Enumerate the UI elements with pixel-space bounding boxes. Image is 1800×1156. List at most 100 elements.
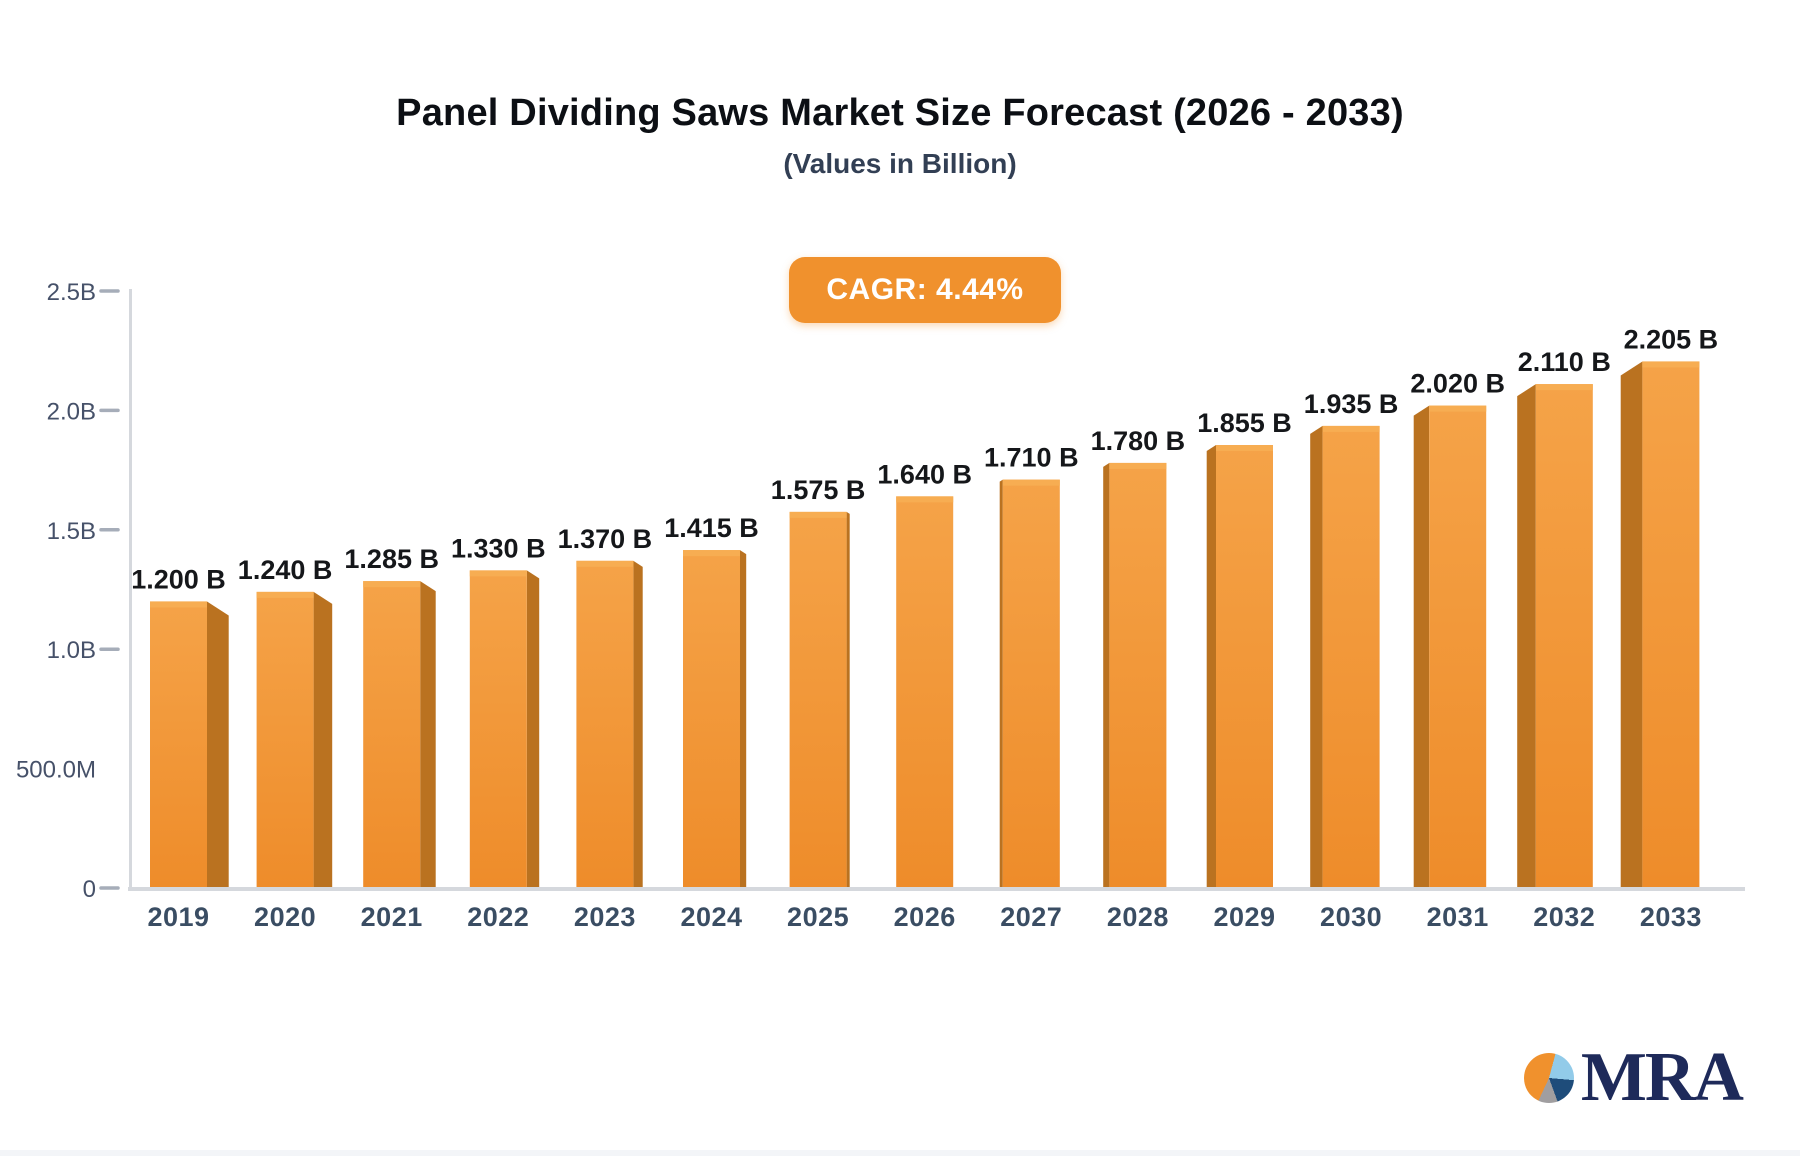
- bar-front-face: [1216, 445, 1273, 888]
- bar-value-label: 1.780 B: [1091, 426, 1186, 456]
- x-tick-label: 2032: [1533, 902, 1595, 932]
- bottom-border: [0, 1150, 1800, 1156]
- x-tick-label: 2028: [1107, 902, 1169, 932]
- bar-side-face: [1517, 384, 1536, 888]
- x-tick-label: 2021: [361, 902, 423, 932]
- bar-side-face: [1413, 405, 1430, 888]
- bar-top-face: [683, 550, 740, 557]
- bar-2025: 1.575 B 2025: [771, 475, 866, 932]
- bar-front-face: [1535, 384, 1593, 888]
- x-tick-label: 2023: [574, 902, 636, 932]
- bar-side-face: [207, 601, 229, 888]
- bar-front-face: [683, 550, 740, 888]
- bar-front-face: [1322, 425, 1380, 888]
- bar-value-label: 1.240 B: [238, 555, 333, 585]
- bar-2020: 1.240 B 2020: [238, 555, 333, 932]
- bar-2030: 1.935 B 2030: [1304, 389, 1399, 932]
- x-tick-label: 2029: [1213, 902, 1275, 932]
- bar-2019: 1.200 B 2019: [131, 564, 229, 932]
- bar-top-face: [469, 570, 527, 577]
- bar-side-face: [313, 591, 333, 888]
- bar-value-label: 2.205 B: [1624, 324, 1719, 354]
- bar-value-label: 1.415 B: [664, 513, 759, 543]
- page-subtitle: (Values in Billion): [783, 148, 1017, 179]
- bar-side-face: [1103, 462, 1110, 888]
- mra-logo-text: MRA: [1580, 1039, 1744, 1116]
- bar-top-face: [896, 496, 954, 503]
- bar-top-face: [1109, 462, 1167, 469]
- bar-side-face: [420, 581, 436, 888]
- y-tick-label: 1.0B: [47, 637, 96, 664]
- bar-side-face: [633, 560, 643, 888]
- bar-front-face: [896, 496, 954, 888]
- y-tick-label: 0: [83, 876, 96, 903]
- cagr-badge-label: CAGR: 4.44%: [826, 273, 1024, 306]
- bar-value-label: 1.935 B: [1304, 389, 1399, 419]
- page-title: Panel Dividing Saws Market Size Forecast…: [396, 92, 1404, 134]
- cagr-badge: CAGR: 4.44%: [789, 257, 1061, 323]
- bar-2029: 1.855 B 2029: [1197, 408, 1292, 932]
- bar-value-label: 1.855 B: [1197, 408, 1292, 438]
- bar-side-face: [999, 479, 1003, 888]
- bar-value-label: 1.285 B: [344, 544, 439, 574]
- bar-2023: 1.370 B 2023: [558, 524, 653, 932]
- bar-top-face: [150, 601, 207, 608]
- y-tick-label: 2.0B: [47, 398, 96, 425]
- bar-top-face: [1216, 445, 1273, 452]
- y-tick-label: 1.5B: [47, 518, 96, 545]
- x-tick-label: 2031: [1427, 902, 1489, 932]
- bar-top-face: [1002, 479, 1060, 486]
- bar-front-face: [1429, 405, 1487, 888]
- bar-value-label: 2.110 B: [1518, 347, 1611, 377]
- bar-front-face: [1109, 462, 1167, 888]
- bar-top-face: [1322, 425, 1380, 432]
- bar-value-label: 1.200 B: [131, 564, 226, 594]
- x-tick-label: 2030: [1320, 902, 1382, 932]
- bar-front-face: [363, 581, 421, 888]
- bar-top-face: [576, 560, 634, 567]
- bar-2022: 1.330 B 2022: [451, 533, 546, 932]
- x-tick-label: 2019: [147, 902, 209, 932]
- bar-2026: 1.640 B 2026: [877, 459, 972, 932]
- bar-value-label: 2.020 B: [1410, 369, 1505, 399]
- bar-value-label: 1.370 B: [558, 524, 653, 554]
- bar-2024: 1.415 B 2024: [664, 513, 759, 932]
- bar-front-face: [469, 570, 527, 888]
- x-tick-label: 2025: [787, 902, 849, 932]
- bar-front-face: [256, 591, 314, 888]
- x-tick-label: 2026: [894, 902, 956, 932]
- bar-front-face: [576, 560, 634, 888]
- bar-value-label: 1.710 B: [984, 443, 1079, 473]
- bar-side-face: [526, 570, 540, 888]
- x-tick-label: 2024: [680, 902, 742, 932]
- bar-side-face: [1310, 425, 1323, 888]
- bar-top-face: [789, 511, 847, 518]
- bar-2032: 2.110 B 2032: [1517, 347, 1611, 932]
- bar-front-face: [789, 511, 847, 888]
- bar-side-face: [846, 511, 850, 888]
- bar-2021: 1.285 B 2021: [344, 544, 439, 932]
- bar-front-face: [150, 601, 207, 888]
- bar-top-face: [1642, 361, 1700, 368]
- bar-2031: 2.020 B 2031: [1410, 369, 1505, 932]
- x-tick-label: 2020: [254, 902, 316, 932]
- bar-top-face: [256, 591, 314, 598]
- bar-value-label: 1.330 B: [451, 533, 546, 563]
- x-tick-label: 2027: [1000, 902, 1062, 932]
- x-tick-label: 2022: [467, 902, 529, 932]
- bar-side-face: [1620, 361, 1643, 888]
- bar-2028: 1.780 B 2028: [1091, 426, 1186, 932]
- bar-top-face: [1429, 405, 1487, 412]
- bar-front-face: [1002, 479, 1060, 888]
- bar-value-label: 1.575 B: [771, 475, 866, 505]
- bar-top-face: [1535, 384, 1593, 391]
- bar-top-face: [363, 581, 421, 588]
- mra-logo: MRA: [1523, 1039, 1744, 1116]
- bar-2027: 1.710 B 2027: [984, 443, 1079, 932]
- bar-side-face: [740, 550, 747, 888]
- bar-value-label: 1.640 B: [877, 459, 972, 489]
- bar-2033: 2.205 B 2033: [1620, 324, 1719, 932]
- y-tick-label: 2.5B: [47, 279, 96, 306]
